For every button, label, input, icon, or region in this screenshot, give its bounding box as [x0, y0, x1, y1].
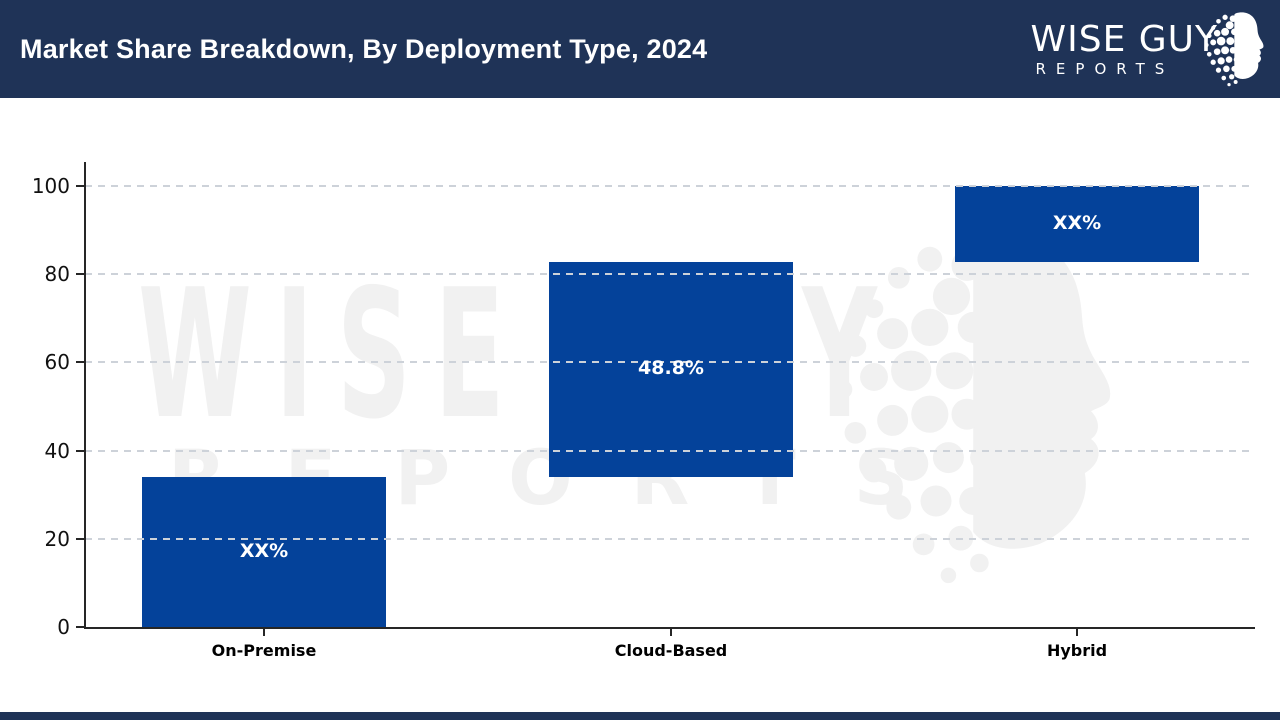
- y-tick-label: 40: [44, 438, 70, 463]
- y-axis-line: [84, 162, 86, 629]
- y-tick-mark: [76, 537, 85, 540]
- x-tick-label: On-Premise: [211, 641, 317, 660]
- header-bar: Market Share Breakdown, By Deployment Ty…: [0, 0, 1280, 98]
- logo-subtitle: REPORTS: [1035, 59, 1175, 78]
- x-tick-mark: [263, 629, 265, 636]
- bar: [549, 261, 793, 478]
- y-tick-mark: [76, 185, 85, 187]
- wiseguy-logo: WISE GUY REPORTS: [1031, 9, 1267, 89]
- page-title: Market Share Breakdown, By Deployment Ty…: [20, 33, 708, 64]
- bar-value-label: XX%: [239, 540, 289, 563]
- bar: [142, 477, 386, 627]
- y-tick-mark: [76, 449, 85, 452]
- x-tick-label: Cloud-Based: [614, 641, 728, 660]
- bar: [955, 186, 1199, 262]
- wiseguy-head-icon: [1200, 9, 1266, 89]
- logo-wordmark: WISE GUY: [1030, 18, 1218, 60]
- gridline: [85, 273, 1255, 276]
- bar-value-label: 48.8%: [638, 357, 704, 380]
- gridline: [85, 361, 1255, 364]
- y-tick-label: 20: [44, 526, 70, 551]
- y-tick-mark: [76, 626, 85, 628]
- y-tick-label: 60: [44, 350, 70, 375]
- footer-bar: [0, 712, 1280, 720]
- x-tick-mark: [1076, 629, 1078, 636]
- y-tick-label: 80: [44, 262, 70, 287]
- y-tick-label: 100: [31, 174, 70, 198]
- logo-text: WISE GUY REPORTS: [1030, 18, 1219, 78]
- x-tick-mark: [670, 629, 672, 636]
- x-axis-line: [84, 627, 1255, 629]
- gridline: [85, 185, 1255, 187]
- x-tick-label: Hybrid: [1046, 641, 1108, 660]
- bar-value-label: XX%: [1052, 211, 1102, 234]
- y-tick-mark: [76, 273, 85, 276]
- y-tick-mark: [76, 361, 85, 364]
- gridline: [85, 449, 1255, 452]
- y-tick-label: 0: [57, 615, 70, 639]
- gridline: [85, 537, 1255, 540]
